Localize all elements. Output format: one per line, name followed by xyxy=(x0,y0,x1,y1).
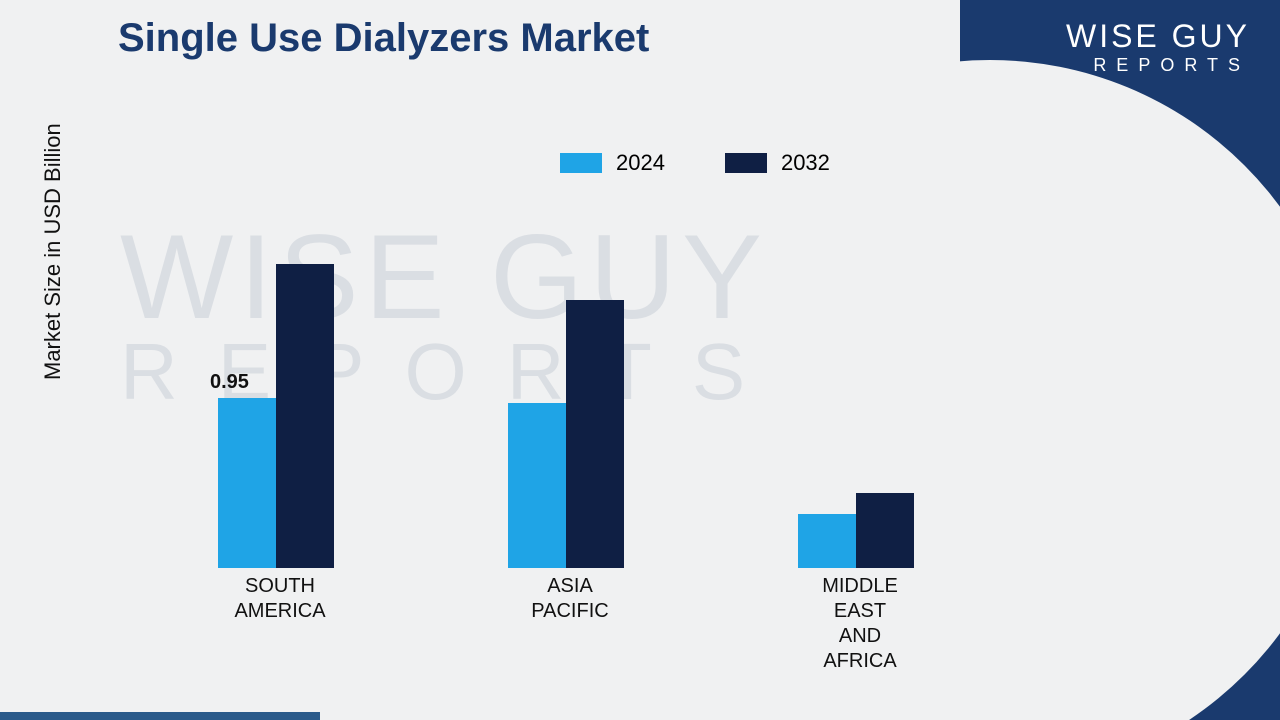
brand-logo: WISE GUY REPORTS xyxy=(1066,18,1250,76)
bar-group: ASIA PACIFIC xyxy=(490,210,650,568)
bar-2032 xyxy=(566,300,624,569)
legend-swatch-2032 xyxy=(725,153,767,173)
bar-2024 xyxy=(798,514,856,568)
legend-label-2024: 2024 xyxy=(616,150,665,176)
x-axis-label: MIDDLE EAST AND AFRICA xyxy=(822,574,898,674)
bar-group: 0.95SOUTH AMERICA xyxy=(200,210,360,568)
bar-2032 xyxy=(276,264,334,568)
legend: 2024 2032 xyxy=(560,150,830,176)
legend-item-2032: 2032 xyxy=(725,150,830,176)
x-axis-label: ASIA PACIFIC xyxy=(531,574,608,624)
chart-title: Single Use Dialyzers Market xyxy=(118,16,649,61)
y-axis-label: Market Size in USD Billion xyxy=(40,123,66,380)
plot-area: 0.95SOUTH AMERICAASIA PACIFICMIDDLE EAST… xyxy=(140,210,900,568)
legend-swatch-2024 xyxy=(560,153,602,173)
legend-item-2024: 2024 xyxy=(560,150,665,176)
bar-group: MIDDLE EAST AND AFRICA xyxy=(780,210,940,568)
bottom-accent-bar xyxy=(0,712,320,720)
legend-label-2032: 2032 xyxy=(781,150,830,176)
brand-line1: WISE GUY xyxy=(1066,18,1250,55)
canvas: WISE GUY REPORTS WISE GUY REPORTS Single… xyxy=(0,0,1280,720)
bar-2024 xyxy=(218,398,276,568)
bar-2032 xyxy=(856,493,914,568)
bar-value-label: 0.95 xyxy=(210,371,249,394)
brand-line2: REPORTS xyxy=(1066,55,1250,76)
bar-2024 xyxy=(508,403,566,568)
x-axis-label: SOUTH AMERICA xyxy=(234,574,325,624)
